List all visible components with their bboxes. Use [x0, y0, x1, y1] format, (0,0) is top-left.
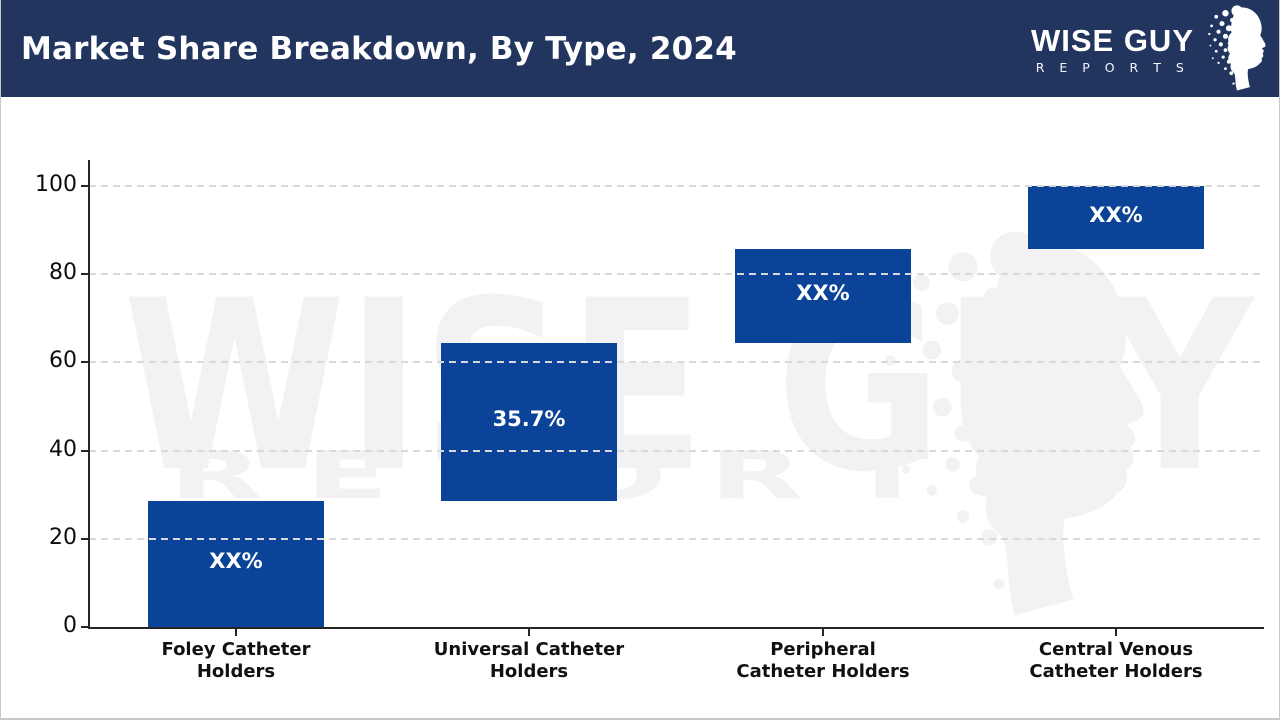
x-tick-mark: [822, 627, 824, 636]
y-tick-label: 0: [63, 613, 77, 638]
bar-value-label: XX%: [1089, 203, 1143, 227]
y-axis-line: [88, 160, 90, 629]
bar-value-label: XX%: [209, 549, 263, 573]
y-tick-label: 60: [49, 348, 77, 374]
y-tick-label: 80: [49, 260, 77, 286]
x-category-label: Central Venous Catheter Holders: [966, 639, 1266, 683]
header: Market Share Breakdown, By Type, 2024 WI…: [1, 0, 1279, 97]
y-tick-label: 100: [35, 172, 77, 197]
logo-text: WISE GUY R E P O R T S: [1031, 23, 1194, 75]
bar-segment: [441, 343, 617, 501]
bar-segment: [735, 249, 911, 344]
x-category-label-line: Catheter Holders: [1029, 661, 1203, 682]
bar-value-label: XX%: [796, 281, 850, 305]
y-tick-mark: [81, 449, 89, 452]
logo-wordmark: WISE GUY: [1030, 22, 1194, 58]
logo-head-icon: [1208, 4, 1266, 91]
y-tick-mark: [81, 537, 89, 540]
x-category-label-line: Universal Catheter: [433, 639, 625, 660]
y-tick-mark: [81, 361, 89, 364]
x-category-label: Universal Catheter Holders: [379, 639, 679, 683]
watermark-wordmark: WISE GUY: [123, 251, 1255, 524]
gridline: [89, 185, 1263, 187]
y-tick-mark: [81, 626, 89, 628]
x-category-label: Peripheral Catheter Holders: [673, 639, 973, 683]
gridline: [89, 449, 1263, 452]
x-category-label-line: Holders: [489, 661, 569, 682]
bar-value-label: 35.7%: [492, 407, 566, 431]
y-tick-mark: [81, 185, 89, 187]
logo-tagline: R E P O R T S: [1035, 59, 1190, 75]
x-tick-mark: [235, 627, 237, 636]
gridline: [89, 537, 1263, 540]
bar-segment: [148, 500, 324, 627]
x-category-label-line: Catheter Holders: [736, 661, 910, 682]
page-title: Market Share Breakdown, By Type, 2024: [21, 30, 737, 67]
x-category-label-line: Central Venous: [1038, 639, 1194, 660]
y-tick-mark: [81, 273, 89, 276]
x-axis-line: [88, 627, 1264, 629]
y-tick-label: 40: [49, 436, 77, 462]
x-category-label: Foley Catheter Holders: [86, 639, 386, 683]
x-tick-mark: [528, 627, 530, 636]
gridline: [89, 273, 1263, 276]
chart-area: WISE GUY R E P O R T S 020406080100XX%Fo…: [1, 97, 1279, 718]
x-tick-mark: [1115, 627, 1117, 636]
y-tick-label: 20: [49, 524, 77, 550]
gridline: [89, 361, 1263, 364]
wiseguy-logo: WISE GUY R E P O R T S: [1031, 4, 1276, 94]
x-category-label-line: Foley Catheter: [161, 639, 311, 660]
x-category-label-line: Holders: [196, 661, 276, 682]
x-category-label-line: Peripheral: [770, 639, 876, 660]
